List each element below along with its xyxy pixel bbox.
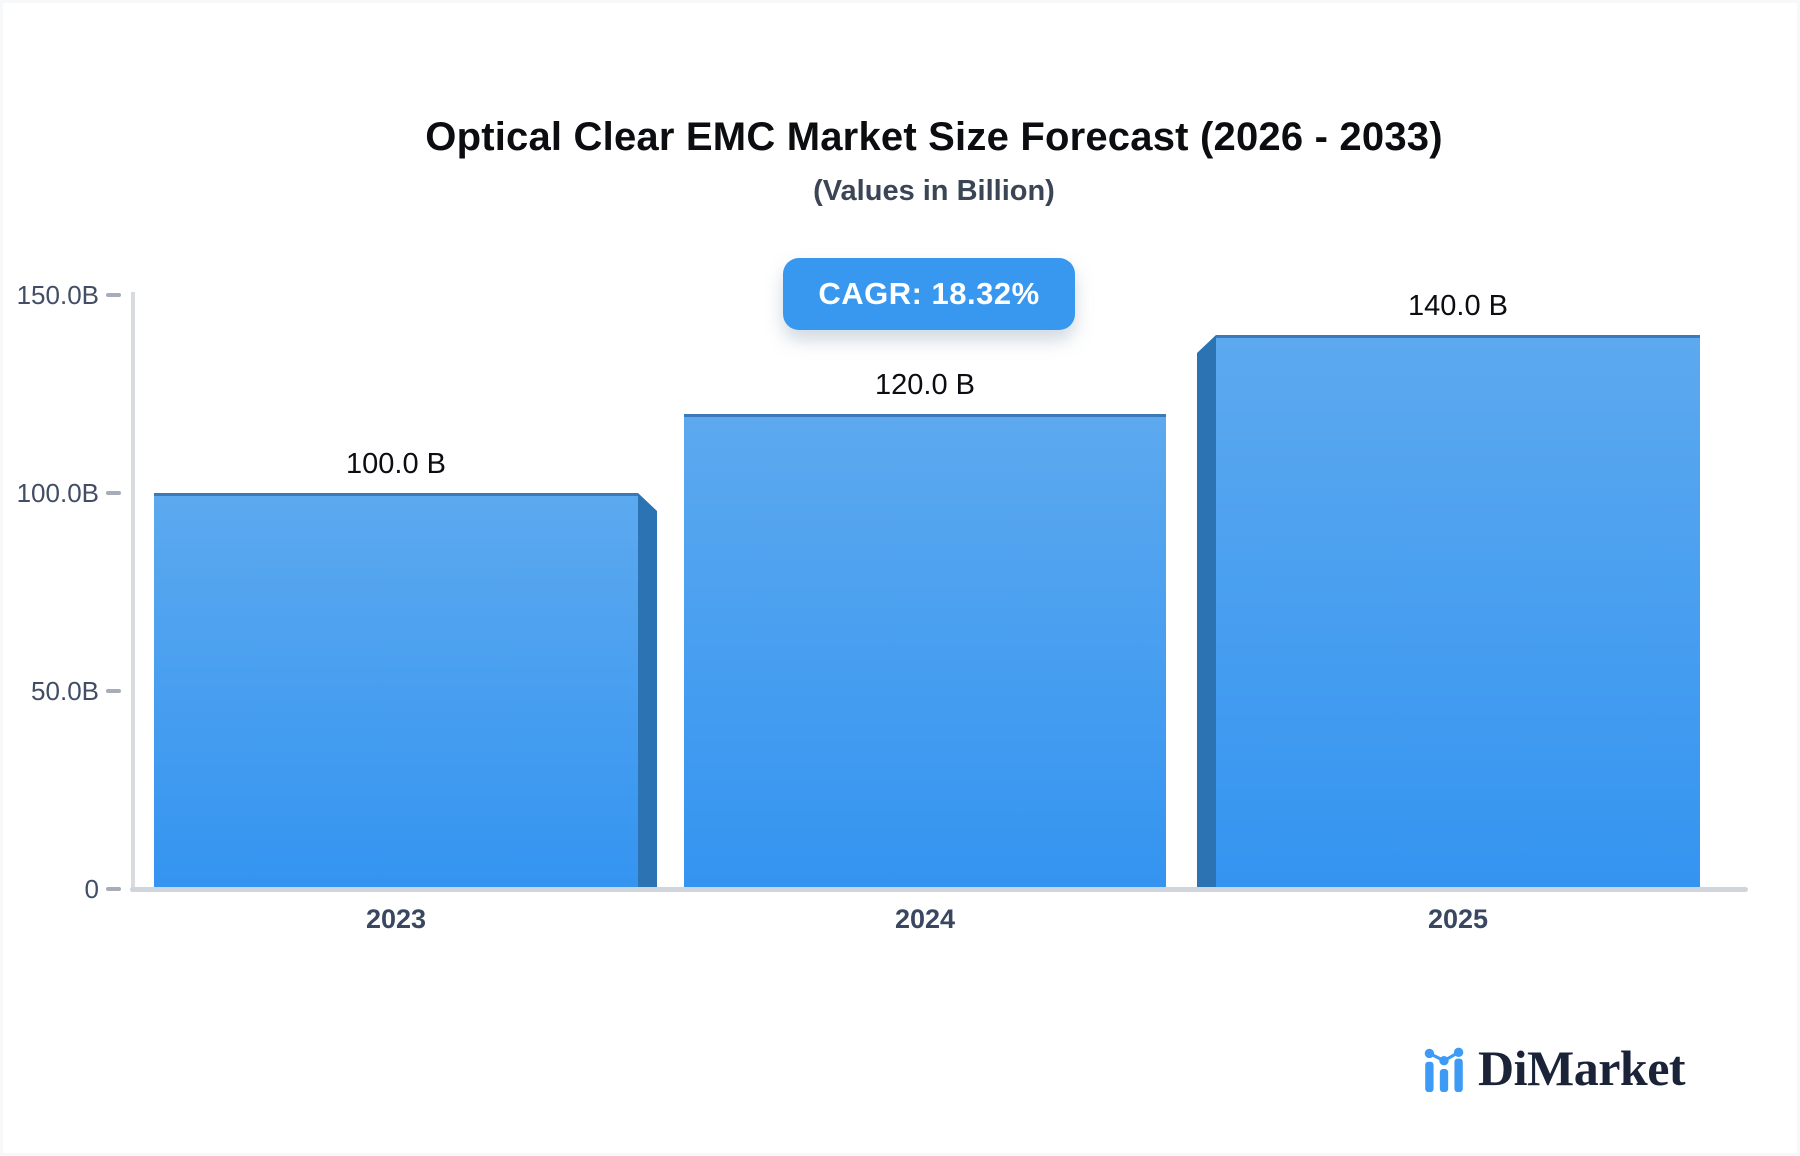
y-tick-mark xyxy=(106,887,121,891)
x-axis-label-2025: 2025 xyxy=(1427,904,1489,934)
chart-title: Optical Clear EMC Market Size Forecast (… xyxy=(425,115,1443,159)
y-tick-label: 50.0B xyxy=(31,676,99,706)
brand-name: DiMarket xyxy=(1478,1040,1686,1096)
bar-value-label: 120.0 B xyxy=(875,369,975,401)
bar-value-label: 100.0 B xyxy=(346,448,446,480)
y-axis-line xyxy=(131,292,135,892)
x-axis-line xyxy=(130,887,1748,892)
bar-3d-bevel xyxy=(638,493,657,889)
x-axis-label-2024: 2024 xyxy=(894,904,956,934)
y-tick-label: 150.0B xyxy=(16,280,99,310)
cagr-badge: CAGR: 18.32% xyxy=(783,258,1075,330)
y-tick-label: 0 xyxy=(84,874,99,904)
y-tick-mark xyxy=(106,689,121,693)
x-axis-label-2023: 2023 xyxy=(365,904,427,934)
y-tick-label: 100.0B xyxy=(16,478,99,508)
bar-2024[interactable] xyxy=(684,414,1166,889)
dimarket-logo-icon xyxy=(1424,1047,1464,1092)
bar-3d-bevel xyxy=(1197,335,1216,889)
bar-2023[interactable] xyxy=(154,493,638,889)
chart-canvas: Optical Clear EMC Market Size Forecast (… xyxy=(3,3,1797,1153)
bar-value-label: 140.0 B xyxy=(1408,290,1508,322)
brand-logo: DiMarket xyxy=(1424,1040,1686,1096)
y-tick-mark xyxy=(106,293,121,297)
plot-area: 150.0B 100.0B 50.0B 0 100.0 B 2023 120.0 B 2024… xyxy=(17,280,1748,934)
chart-subtitle: (Values in Billion) xyxy=(813,175,1055,207)
bar-2025[interactable] xyxy=(1216,335,1700,889)
y-tick-mark xyxy=(106,491,121,495)
